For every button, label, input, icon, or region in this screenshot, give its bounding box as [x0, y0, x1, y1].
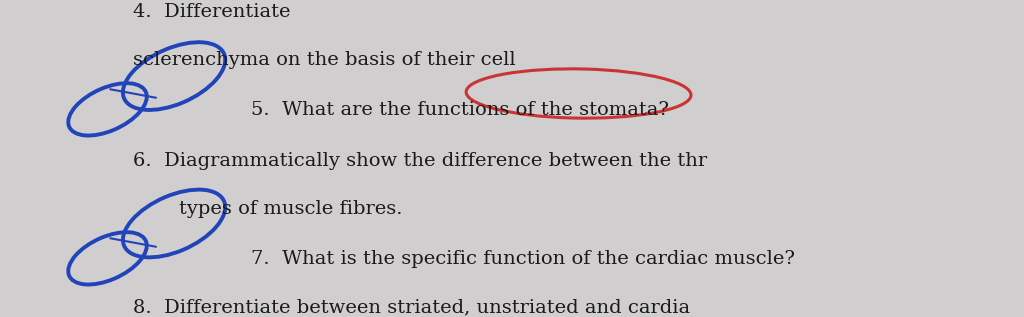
- Text: types of muscle fibres.: types of muscle fibres.: [179, 200, 402, 218]
- Text: 6.  Diagrammatically show the difference between the thr: 6. Diagrammatically show the difference …: [133, 152, 708, 170]
- Text: 5.  What are the functions of the stomata?: 5. What are the functions of the stomata…: [251, 101, 669, 120]
- Text: 4.  Differentiate: 4. Differentiate: [133, 3, 291, 21]
- Text: 8.  Differentiate between striated, unstriated and cardia: 8. Differentiate between striated, unstr…: [133, 298, 690, 316]
- Text: 7.  What is the specific function of the cardiac muscle?: 7. What is the specific function of the …: [251, 250, 795, 268]
- Text: sclerenchyma on the basis of their cell: sclerenchyma on the basis of their cell: [133, 51, 516, 69]
